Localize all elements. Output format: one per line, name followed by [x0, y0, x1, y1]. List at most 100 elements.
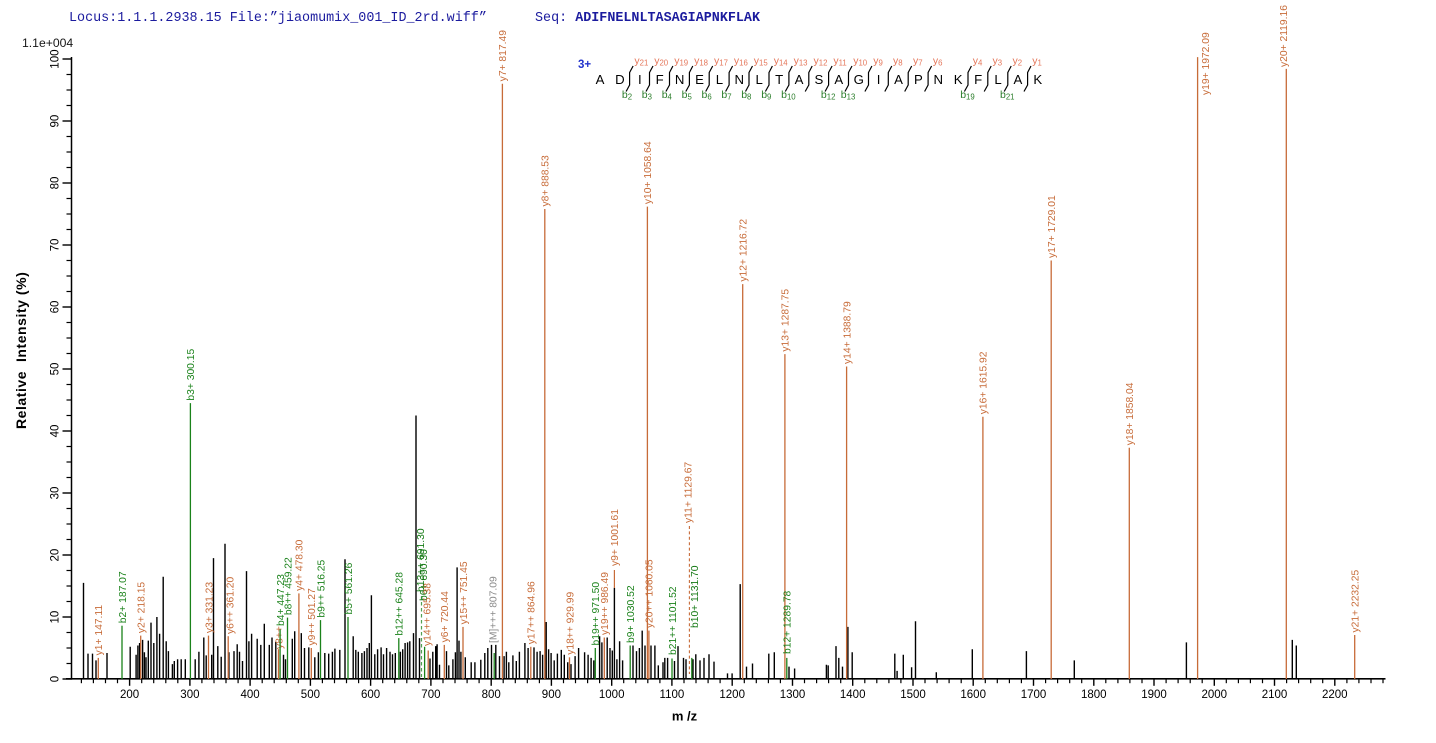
- svg-text:3+: 3+: [578, 59, 591, 71]
- svg-text:y2+ 218.15: y2+ 218.15: [137, 582, 148, 634]
- svg-text:b6: b6: [702, 89, 712, 102]
- svg-text:L: L: [716, 72, 723, 87]
- svg-text:y2: y2: [1013, 55, 1023, 68]
- svg-text:E: E: [695, 72, 704, 87]
- svg-text:y7: y7: [913, 55, 923, 68]
- svg-text:30: 30: [50, 487, 62, 500]
- svg-text:Seq: ADIFNELNLTASAGIAPNKFLAK: Seq: ADIFNELNLTASAGIAPNKFLAK: [535, 11, 761, 26]
- svg-text:100: 100: [50, 50, 62, 69]
- svg-text:y13+ 1287.75: y13+ 1287.75: [781, 289, 792, 352]
- svg-text:T: T: [775, 72, 783, 87]
- svg-text:Locus:1.1.1.2938.15 File:”jiao: Locus:1.1.1.2938.15 File:”jiaomumix_001_…: [69, 11, 487, 26]
- svg-text:y16+ 1615.92: y16+ 1615.92: [979, 351, 990, 414]
- svg-text:A: A: [834, 72, 843, 87]
- svg-text:b3: b3: [642, 89, 652, 102]
- svg-text:A: A: [1014, 72, 1023, 87]
- svg-text:1500: 1500: [900, 689, 926, 701]
- svg-text:700: 700: [421, 689, 440, 701]
- svg-text:y12+ 1216.72: y12+ 1216.72: [739, 219, 750, 282]
- svg-text:1800: 1800: [1081, 689, 1107, 701]
- svg-text:0: 0: [50, 676, 62, 682]
- svg-text:y6: y6: [933, 55, 943, 68]
- svg-text:b10: b10: [781, 89, 796, 102]
- svg-text:b13++ 691.30: b13++ 691.30: [416, 528, 427, 592]
- svg-text:y15: y15: [754, 55, 769, 68]
- svg-text:y14: y14: [774, 55, 789, 68]
- svg-text:1400: 1400: [840, 689, 866, 701]
- svg-text:b3+ 300.15: b3+ 300.15: [186, 349, 197, 401]
- svg-text:y9+ 1001.61: y9+ 1001.61: [610, 509, 621, 566]
- svg-text:1100: 1100: [660, 689, 685, 701]
- svg-text:b9++ 516.25: b9++ 516.25: [316, 559, 327, 617]
- svg-text:b12++ 645.28: b12++ 645.28: [395, 572, 406, 636]
- svg-text:y16: y16: [734, 55, 748, 68]
- svg-text:y8+ 888.53: y8+ 888.53: [541, 155, 552, 207]
- svg-text:90: 90: [50, 115, 62, 128]
- svg-text:F: F: [974, 72, 982, 87]
- svg-text:y1+ 147.11: y1+ 147.11: [94, 605, 105, 656]
- svg-text:y9: y9: [873, 55, 883, 68]
- svg-text:y15++ 751.45: y15++ 751.45: [459, 561, 470, 624]
- svg-text:I: I: [638, 72, 642, 87]
- svg-text:N: N: [934, 72, 944, 87]
- svg-text:b10+ 1131.70: b10+ 1131.70: [690, 565, 701, 628]
- svg-text:L: L: [756, 72, 763, 87]
- svg-text:1700: 1700: [1021, 689, 1047, 701]
- svg-text:y3: y3: [993, 55, 1003, 68]
- svg-text:A: A: [894, 72, 903, 87]
- svg-text:y7+ 817.49: y7+ 817.49: [498, 30, 509, 82]
- svg-text:600: 600: [361, 689, 380, 701]
- svg-text:b7: b7: [721, 89, 731, 102]
- svg-text:2200: 2200: [1322, 689, 1348, 701]
- svg-text:b2: b2: [622, 89, 632, 102]
- svg-text:K: K: [954, 72, 963, 87]
- svg-text:b2+ 187.07: b2+ 187.07: [118, 571, 129, 623]
- svg-text:y3+ 331.23: y3+ 331.23: [204, 582, 215, 634]
- svg-text:y10: y10: [853, 55, 868, 68]
- svg-text:900: 900: [542, 689, 561, 701]
- svg-text:200: 200: [120, 689, 139, 701]
- svg-text:70: 70: [50, 239, 62, 252]
- svg-text:[M]+++ 807.09: [M]+++ 807.09: [489, 576, 500, 643]
- svg-text:y4: y4: [973, 55, 983, 68]
- svg-text:b9+ 1030.52: b9+ 1030.52: [626, 585, 637, 643]
- svg-text:y6+ 720.44: y6+ 720.44: [440, 591, 451, 643]
- svg-text:y18++ 929.99: y18++ 929.99: [565, 592, 576, 655]
- svg-text:y11: y11: [833, 55, 846, 68]
- svg-text:y14+ 1388.79: y14+ 1388.79: [842, 301, 853, 364]
- svg-text:800: 800: [482, 689, 501, 701]
- svg-text:A: A: [795, 72, 804, 87]
- svg-text:K: K: [1033, 72, 1042, 87]
- svg-text:1300: 1300: [780, 689, 806, 701]
- svg-text:D: D: [615, 72, 625, 87]
- svg-text:G: G: [854, 72, 864, 87]
- svg-text:I: I: [877, 72, 881, 87]
- svg-text:60: 60: [50, 301, 62, 314]
- svg-text:y20+ 2119.16: y20+ 2119.16: [1279, 5, 1290, 67]
- svg-text:y8: y8: [893, 55, 903, 68]
- svg-text:300: 300: [180, 689, 199, 701]
- svg-text:10: 10: [50, 611, 62, 624]
- svg-text:2000: 2000: [1202, 689, 1228, 701]
- svg-text:b4: b4: [662, 89, 673, 102]
- svg-text:F: F: [656, 72, 664, 87]
- svg-text:b21: b21: [1000, 89, 1015, 102]
- svg-text:b6+ 690.30: b6+ 690.30: [419, 549, 430, 601]
- svg-text:y11+ 1129.67: y11+ 1129.67: [684, 462, 695, 523]
- svg-text:y19++ 986.49: y19++ 986.49: [600, 572, 611, 635]
- svg-text:b13: b13: [841, 89, 856, 102]
- svg-text:y18+ 1858.04: y18+ 1858.04: [1125, 382, 1136, 445]
- svg-text:y10+ 1058.64: y10+ 1058.64: [643, 141, 654, 204]
- svg-text:1000: 1000: [599, 689, 625, 701]
- svg-text:S: S: [815, 72, 824, 87]
- svg-text:y13: y13: [794, 55, 808, 68]
- svg-text:40: 40: [50, 425, 62, 438]
- svg-text:m /z: m /z: [672, 709, 698, 724]
- svg-text:y1: y1: [1032, 55, 1042, 68]
- svg-text:400: 400: [241, 689, 260, 701]
- svg-text:y6++ 361.20: y6++ 361.20: [225, 576, 236, 634]
- svg-text:b4+ 447.23: b4+ 447.23: [276, 574, 287, 626]
- svg-text:y20: y20: [654, 55, 669, 68]
- svg-text:A: A: [596, 72, 605, 87]
- svg-text:y14++ 695.38: y14++ 695.38: [422, 583, 433, 646]
